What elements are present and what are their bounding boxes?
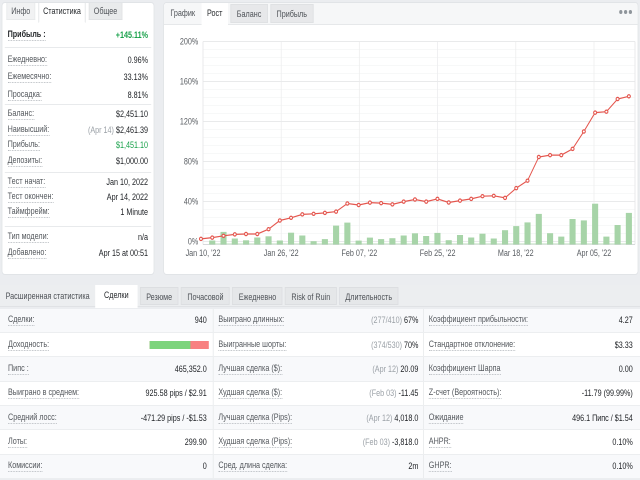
svg-text:200%: 200% bbox=[180, 37, 198, 47]
svg-text:0%: 0% bbox=[188, 237, 198, 247]
svg-text:Jan 26, '22: Jan 26, '22 bbox=[264, 248, 299, 258]
svg-text:80%: 80% bbox=[184, 157, 198, 167]
svg-text:160%: 160% bbox=[180, 77, 198, 87]
svg-text:Feb 07, '22: Feb 07, '22 bbox=[342, 248, 378, 258]
svg-text:Jan 10, '22: Jan 10, '22 bbox=[186, 248, 221, 258]
svg-text:Feb 25, '22: Feb 25, '22 bbox=[420, 248, 456, 258]
svg-text:120%: 120% bbox=[180, 117, 198, 127]
svg-text:Apr 05, '22: Apr 05, '22 bbox=[577, 248, 612, 258]
svg-text:40%: 40% bbox=[184, 197, 198, 207]
svg-text:Mar 18, '22: Mar 18, '22 bbox=[498, 248, 534, 258]
